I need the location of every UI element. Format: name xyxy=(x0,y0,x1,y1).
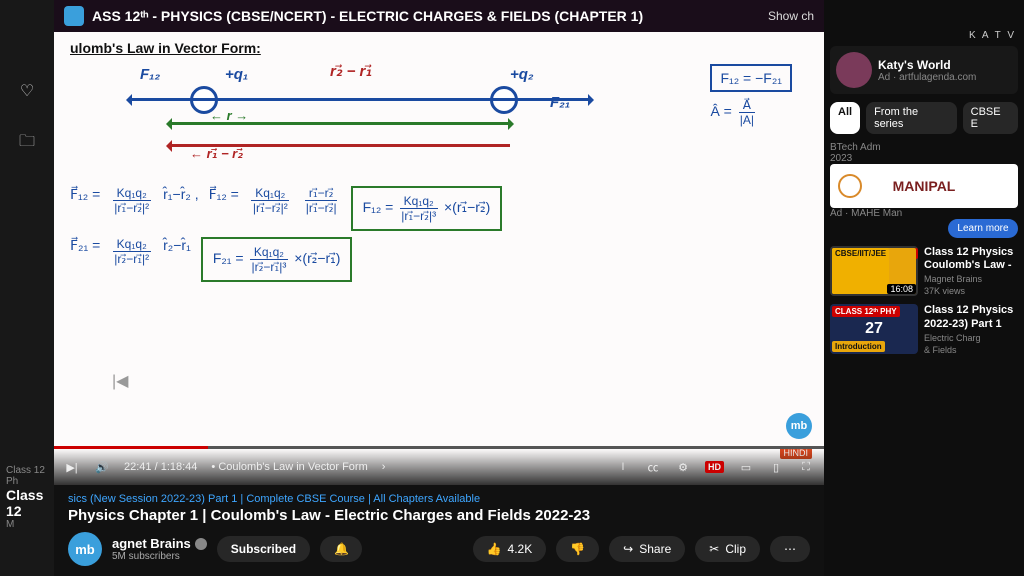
label-r2-r1: r₂⃗ − r₁⃗ xyxy=(330,62,372,80)
miniplayer-icon[interactable]: ▭ xyxy=(738,459,754,475)
equation-row-2: F⃗₂₁ = Kq₁q₂|r₂⃗−r₁⃗|² r̂₂−r̂₁ F₂₁ = Kq₁… xyxy=(70,237,808,282)
chip-series[interactable]: From the series xyxy=(866,102,957,134)
channel-avatar-icon[interactable]: mb xyxy=(68,532,102,566)
charge-diagram: F₁₂ +q₁ r₂⃗ − r₁⃗ +q₂ F₂₁ ← r → ← r₁⃗ − … xyxy=(70,60,808,180)
volume-icon[interactable]: 🔊 xyxy=(94,459,110,475)
boxed-eq-f21: F₂₁ = Kq₁q₂|r₂⃗−r₁⃗|³ ×(r₂⃗−r₁⃗) xyxy=(201,237,353,282)
label-q2: +q₂ xyxy=(510,66,534,83)
recommendation-1[interactable]: Coulomb's Law PRACTICE QUESTIONS CLASS 1… xyxy=(830,246,1018,296)
label-f12: F₁₂ xyxy=(140,66,160,83)
video-title-bar: ASS 12ᵗʰ - PHYSICS (CBSE/NCERT) - ELECTR… xyxy=(54,0,824,32)
time-display: 22:41 / 1:18:44 xyxy=(124,461,197,473)
mb-logo-icon: mb xyxy=(786,413,812,439)
subscriber-count: 5M subscribers xyxy=(112,551,207,562)
label-f21: F₂₁ xyxy=(550,94,570,111)
eq-f12-eq-neg-f21: F₁₂ = −F₂₁ xyxy=(710,64,792,92)
label-q1: +q₁ xyxy=(225,66,248,83)
clip-button[interactable]: ✂ Clip xyxy=(695,536,760,562)
boxed-eq-f12: F₁₂ = Kq₁q₂|r₁⃗−r₂⃗|³ ×(r₁⃗−r₂⃗) xyxy=(351,186,503,231)
label-r: ← r → xyxy=(210,108,248,123)
cc-icon[interactable]: ㏄ xyxy=(645,459,661,475)
heart-icon[interactable]: ♡ xyxy=(16,80,38,102)
channel-logo-icon xyxy=(64,6,84,26)
rec-thumb-1: Coulomb's Law PRACTICE QUESTIONS CLASS 1… xyxy=(830,246,918,296)
side-equations: F₁₂ = −F₂₁ Â = A⃗ |A| xyxy=(710,64,792,127)
subscribed-button[interactable]: Subscribed xyxy=(217,536,310,562)
label-r1-r2: ← r₁⃗ − r₂⃗ xyxy=(190,146,243,162)
settings-icon[interactable]: ⚙ xyxy=(675,459,691,475)
learn-more-button[interactable]: Learn more xyxy=(948,219,1018,238)
previous-icon[interactable]: |◀ xyxy=(112,371,128,391)
recommendations-sidebar: K A T V Katy's World Ad · artfulagenda.c… xyxy=(824,0,1024,576)
fullscreen-icon[interactable]: ⛶ xyxy=(798,459,814,475)
topic-heading: ulomb's Law in Vector Form: xyxy=(70,40,808,56)
player-controls: ▶| 🔊 22:41 / 1:18:44 • Coulomb's Law in … xyxy=(54,449,824,485)
share-button[interactable]: ↪ Share xyxy=(609,536,685,562)
ad-card-1[interactable]: Katy's World Ad · artfulagenda.com xyxy=(830,46,1018,94)
hd-badge: HD xyxy=(705,461,724,473)
channel-name[interactable]: agnet Brains xyxy=(112,536,207,551)
video-player[interactable]: ulomb's Law in Vector Form: F₁₂ +q₁ r₂⃗ … xyxy=(54,32,824,485)
chapter-name[interactable]: • Coulomb's Law in Vector Form xyxy=(211,461,367,473)
chip-all[interactable]: All xyxy=(830,102,860,134)
bell-icon: 🔔 xyxy=(334,542,348,556)
next-icon[interactable]: ▶| xyxy=(64,459,80,475)
ad-avatar-icon xyxy=(836,52,872,88)
whiteboard-content: ulomb's Law in Vector Form: F₁₂ +q₁ r₂⃗ … xyxy=(54,32,824,485)
video-meta: sics (New Session 2022-23) Part 1 | Comp… xyxy=(54,485,824,576)
chip-cbse[interactable]: CBSE E xyxy=(963,102,1018,134)
autoplay-toggle[interactable]: ⏽ xyxy=(615,459,631,475)
lecture-title: ASS 12ᵗʰ - PHYSICS (CBSE/NCERT) - ELECTR… xyxy=(92,8,643,24)
more-button[interactable]: ⋯ xyxy=(770,536,810,562)
rec-thumb-2: CLASS 12ᵗʰ PHY 27 Introduction xyxy=(830,304,918,354)
filter-chips: All From the series CBSE E xyxy=(830,102,1018,134)
video-title: Physics Chapter 1 | Coulomb's Law - Elec… xyxy=(68,507,810,524)
notifications-button[interactable]: 🔔 xyxy=(320,536,362,562)
unit-vector-lhs: Â = xyxy=(710,103,731,119)
like-button[interactable]: 👍 4.2K xyxy=(473,536,547,562)
series-link[interactable]: sics (New Session 2022-23) Part 1 | Comp… xyxy=(68,493,810,505)
left-nav-rail: ♡ 🗀 xyxy=(0,0,54,576)
watermark: K A T V xyxy=(969,30,1016,41)
theater-icon[interactable]: ▯ xyxy=(768,459,784,475)
equation-row-1: F⃗₁₂ = Kq₁q₂|r₁⃗−r₂⃗|² r̂₁−r̂₂ , F⃗₁₂ = … xyxy=(70,186,808,231)
force-arrow xyxy=(130,98,590,101)
folder-icon[interactable]: 🗀 xyxy=(16,132,38,154)
show-chapters-link[interactable]: Show ch xyxy=(768,9,814,23)
verified-icon xyxy=(195,538,207,550)
dislike-button[interactable]: 👎 xyxy=(556,536,599,562)
ad-manipal[interactable]: MANIPAL xyxy=(830,164,1018,208)
recommendation-2[interactable]: CLASS 12ᵗʰ PHY 27 Introduction Class 12 … xyxy=(830,304,1018,354)
